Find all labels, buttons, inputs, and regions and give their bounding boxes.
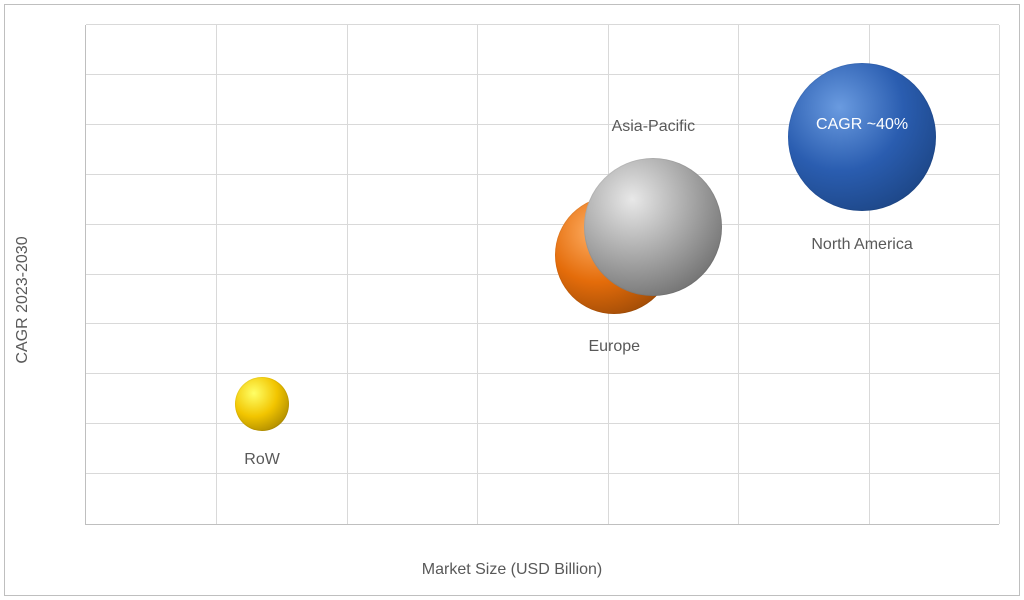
- gridline-horizontal: [86, 24, 999, 25]
- gridline-vertical: [999, 25, 1000, 524]
- gridline-vertical: [477, 25, 478, 524]
- plot-area: RoW Europe Asia-Pacific North America CAGR ~…: [85, 25, 999, 525]
- gridline-vertical: [738, 25, 739, 524]
- gridline-horizontal: [86, 323, 999, 324]
- bubble-asia-pacific: [584, 158, 722, 296]
- bubble-label-north-america: North America: [811, 236, 912, 254]
- bubble-label-row: RoW: [244, 451, 280, 469]
- gridline-horizontal: [86, 373, 999, 374]
- gridline-horizontal: [86, 473, 999, 474]
- bubble-row: [235, 377, 289, 431]
- chart-container: RoW Europe Asia-Pacific North America CAGR ~…: [4, 4, 1020, 596]
- bubble-label-asia-pacific: Asia-Pacific: [612, 118, 696, 136]
- gridline-vertical: [216, 25, 217, 524]
- bubble-label-europe: Europe: [588, 338, 640, 356]
- gridline-vertical: [347, 25, 348, 524]
- gridline-horizontal: [86, 423, 999, 424]
- x-axis-label: Market Size (USD Billion): [422, 561, 602, 579]
- y-axis-label: CAGR 2023-2030: [14, 236, 32, 363]
- bubble-inner-label-north-america: CAGR ~40%: [816, 116, 908, 134]
- gridline-horizontal: [86, 274, 999, 275]
- bubble-north-america: [788, 63, 936, 211]
- gridline-horizontal: [86, 224, 999, 225]
